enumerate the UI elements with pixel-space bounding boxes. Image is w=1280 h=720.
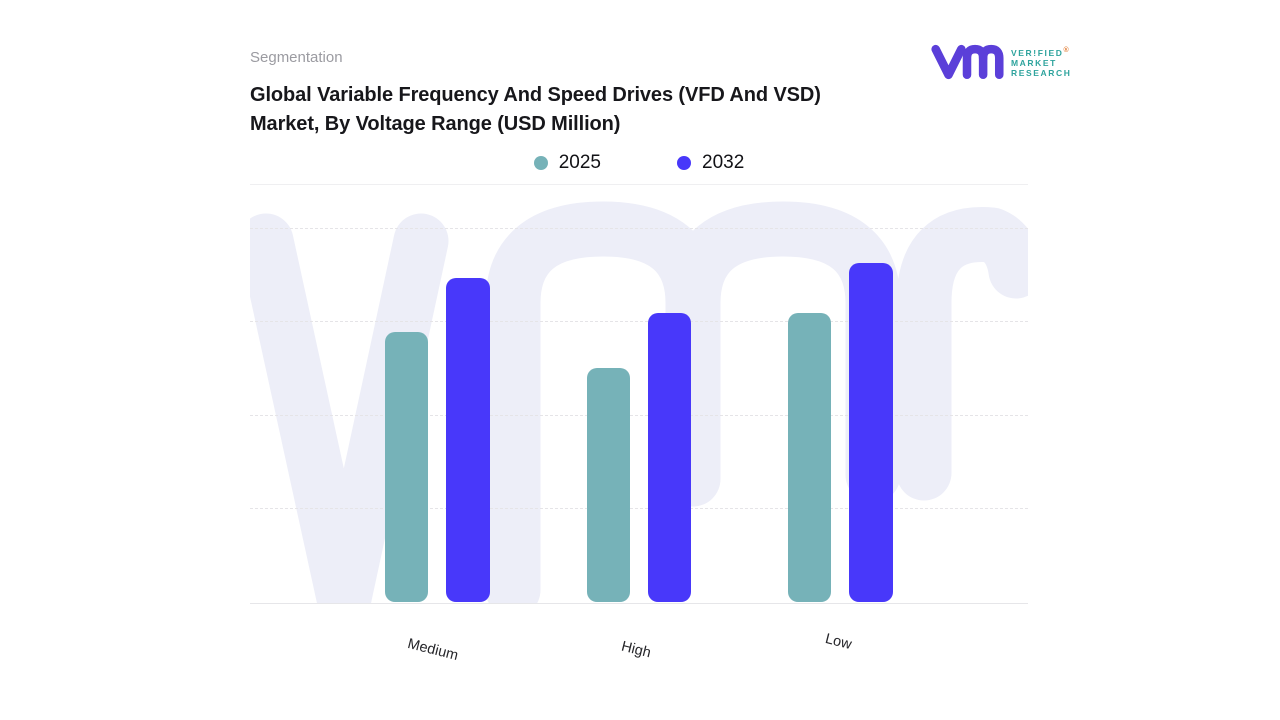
section-eyebrow: Segmentation [250, 49, 343, 66]
vmr-logo-icon [931, 44, 1004, 80]
vmr-watermark-icon [250, 201, 1028, 603]
x-label-medium: Medium [405, 635, 460, 665]
gridline [250, 321, 1028, 322]
bar-high-2032 [648, 313, 691, 602]
chart-title-line-2: Market, By Voltage Range (USD Million) [250, 113, 621, 135]
legend-swatch-2025 [533, 156, 548, 170]
legend-item-2025[interactable]: 2025 [533, 152, 601, 174]
legend-label-2025: 2025 [558, 152, 601, 173]
bar-high-2025 [587, 367, 630, 602]
logo-line-verified: VER!FIED® [1011, 46, 1069, 58]
legend-swatch-2032 [677, 156, 691, 170]
chart-title-line-1: Global Variable Frequency And Speed Driv… [250, 84, 821, 106]
logo-line-research: RESEARCH [1011, 67, 1072, 78]
x-label-high: High [619, 638, 653, 662]
plot-area [250, 184, 1028, 604]
bar-medium-2025 [385, 331, 428, 602]
registered-trademark-icon: ® [1063, 46, 1069, 54]
bar-low-2025 [788, 313, 831, 602]
x-label-low: Low [823, 631, 854, 653]
logo-line-market: MARKET [1011, 57, 1057, 68]
legend-label-2032: 2032 [702, 152, 745, 173]
chart-legend: 2025 2032 [250, 150, 1028, 176]
vmr-logo: VER!FIED® MARKET RESEARCH [930, 39, 1072, 84]
bar-low-2032 [849, 263, 893, 602]
bar-medium-2032 [446, 278, 490, 602]
chart-title: Global Variable Frequency And Speed Driv… [250, 81, 890, 139]
vmr-logo-wordmark: VER!FIED® MARKET RESEARCH [1011, 46, 1072, 78]
x-axis-labels: Medium High Low [250, 602, 1028, 682]
gridline [250, 228, 1028, 229]
gridline [250, 508, 1028, 509]
legend-item-2032[interactable]: 2032 [677, 152, 744, 174]
gridline [250, 415, 1028, 416]
